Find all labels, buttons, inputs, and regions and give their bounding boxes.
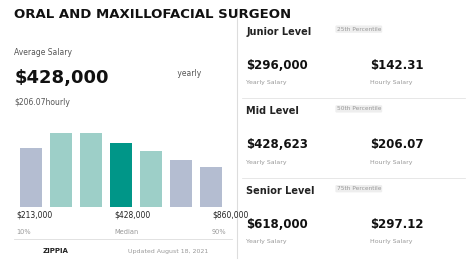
Text: 25th Percentile: 25th Percentile xyxy=(337,27,381,32)
Text: Hourly Salary: Hourly Salary xyxy=(370,80,412,85)
Text: $213,000: $213,000 xyxy=(17,210,53,219)
Text: $206.07: $206.07 xyxy=(370,138,423,151)
Text: Senior Level: Senior Level xyxy=(246,186,315,196)
Text: 10%: 10% xyxy=(17,229,31,235)
Text: $206.07hourly: $206.07hourly xyxy=(14,98,70,107)
Text: $428,000: $428,000 xyxy=(14,69,109,87)
Text: Average Salary: Average Salary xyxy=(14,48,72,57)
Text: $618,000: $618,000 xyxy=(246,218,308,231)
Bar xyxy=(140,151,162,207)
Text: 50th Percentile: 50th Percentile xyxy=(337,106,381,111)
Text: ORAL AND MAXILLOFACIAL SURGEON: ORAL AND MAXILLOFACIAL SURGEON xyxy=(14,8,292,21)
Text: 90%: 90% xyxy=(212,229,227,235)
Bar xyxy=(170,160,192,207)
Bar xyxy=(110,143,132,207)
Text: $428,000: $428,000 xyxy=(114,210,151,219)
Text: Mid Level: Mid Level xyxy=(246,106,300,117)
Text: ZIPPIA: ZIPPIA xyxy=(43,248,69,254)
Text: 75th Percentile: 75th Percentile xyxy=(337,186,381,191)
Text: yearly: yearly xyxy=(175,69,201,78)
Text: $860,000: $860,000 xyxy=(212,210,248,219)
Text: $142.31: $142.31 xyxy=(370,59,423,72)
Text: $428,623: $428,623 xyxy=(246,138,309,151)
Bar xyxy=(80,132,101,207)
Text: Yearly Salary: Yearly Salary xyxy=(246,239,287,244)
Text: $297.12: $297.12 xyxy=(370,218,423,231)
Text: Junior Level: Junior Level xyxy=(246,27,312,37)
Text: Updated August 18, 2021: Updated August 18, 2021 xyxy=(128,249,208,254)
Text: Hourly Salary: Hourly Salary xyxy=(370,239,412,244)
Text: Median: Median xyxy=(114,229,138,235)
Text: Yearly Salary: Yearly Salary xyxy=(246,80,287,85)
Text: Z: Z xyxy=(22,248,28,257)
Bar xyxy=(20,148,42,207)
Text: $296,000: $296,000 xyxy=(246,59,308,72)
Bar xyxy=(50,132,72,207)
Bar xyxy=(200,168,222,207)
Text: Hourly Salary: Hourly Salary xyxy=(370,160,412,165)
Text: Yearly Salary: Yearly Salary xyxy=(246,160,287,165)
